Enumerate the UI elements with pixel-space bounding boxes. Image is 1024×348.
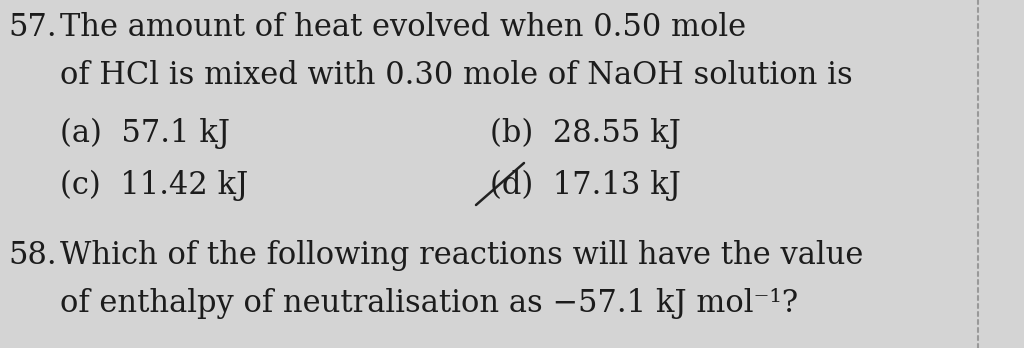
Text: Which of the following reactions will have the value: Which of the following reactions will ha…	[60, 240, 863, 271]
Text: (d)  17.13 kJ: (d) 17.13 kJ	[490, 170, 681, 201]
Text: (c)  11.42 kJ: (c) 11.42 kJ	[60, 170, 248, 201]
Text: 58.: 58.	[8, 240, 56, 271]
Text: (a)  57.1 kJ: (a) 57.1 kJ	[60, 118, 230, 149]
Text: The amount of heat evolved when 0.50 mole: The amount of heat evolved when 0.50 mol…	[60, 12, 746, 43]
Text: (b)  28.55 kJ: (b) 28.55 kJ	[490, 118, 681, 149]
Text: 57.: 57.	[8, 12, 56, 43]
Text: of HCl is mixed with 0.30 mole of NaOH solution is: of HCl is mixed with 0.30 mole of NaOH s…	[60, 60, 853, 91]
Text: of enthalpy of neutralisation as −57.1 kJ mol⁻¹?: of enthalpy of neutralisation as −57.1 k…	[60, 288, 798, 319]
